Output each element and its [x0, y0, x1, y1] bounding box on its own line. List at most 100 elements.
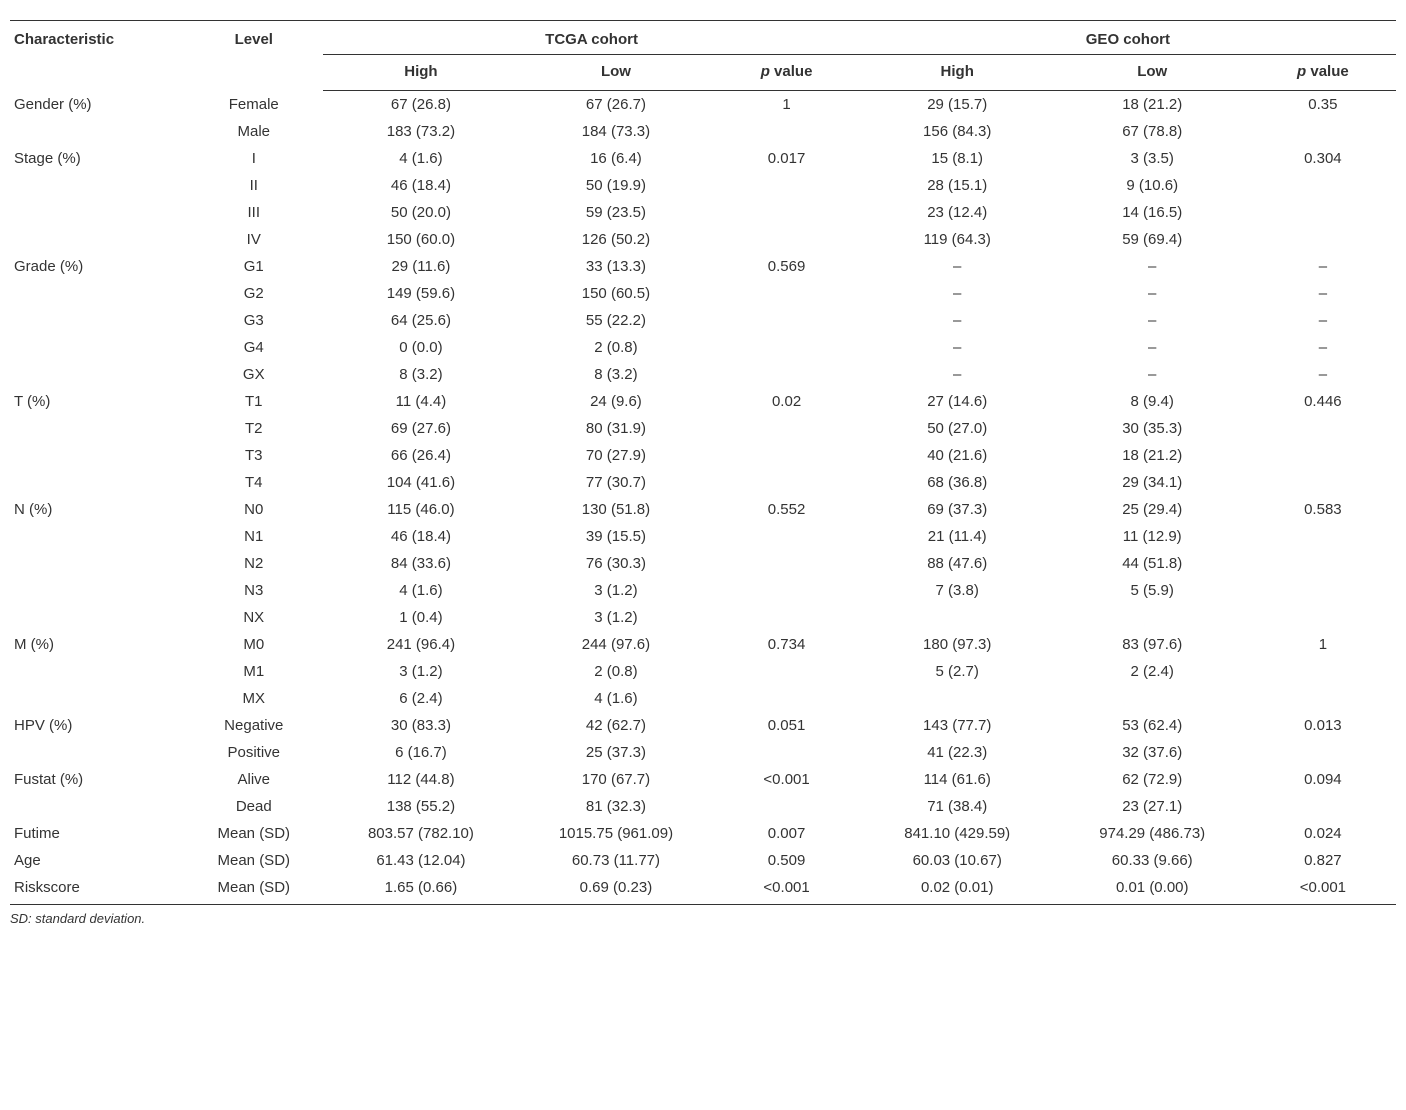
cell-c1l: 244 (97.6) — [518, 631, 713, 658]
cell-c1h: 69 (27.6) — [323, 415, 518, 442]
header-level: Level — [184, 21, 323, 91]
cell-c1l: 2 (0.8) — [518, 334, 713, 361]
header-c1-high: High — [323, 55, 518, 91]
cell-char — [10, 226, 184, 253]
cell-c2l: – — [1055, 307, 1250, 334]
cell-c2p: <0.001 — [1250, 874, 1396, 905]
cell-c1h: 50 (20.0) — [323, 199, 518, 226]
cell-char — [10, 550, 184, 577]
cell-c2h: 119 (64.3) — [860, 226, 1055, 253]
cell-c1h: 1.65 (0.66) — [323, 874, 518, 905]
cell-c1l: 24 (9.6) — [518, 388, 713, 415]
cell-c2p — [1250, 658, 1396, 685]
cell-level: Mean (SD) — [184, 847, 323, 874]
cell-c1l: 25 (37.3) — [518, 739, 713, 766]
table-row: III50 (20.0)59 (23.5)23 (12.4)14 (16.5) — [10, 199, 1396, 226]
cell-c1l: 39 (15.5) — [518, 523, 713, 550]
table-row: Grade (%)G129 (11.6)33 (13.3)0.569––– — [10, 253, 1396, 280]
cell-level: N1 — [184, 523, 323, 550]
cell-char — [10, 334, 184, 361]
cell-c2p: – — [1250, 307, 1396, 334]
cell-c1h: 4 (1.6) — [323, 577, 518, 604]
header-row-1: Characteristic Level TCGA cohort GEO coh… — [10, 21, 1396, 55]
cell-c2p: 0.304 — [1250, 145, 1396, 172]
cell-c1l: 130 (51.8) — [518, 496, 713, 523]
cell-c2p — [1250, 199, 1396, 226]
cell-char: HPV (%) — [10, 712, 184, 739]
cell-c1p — [713, 199, 859, 226]
cell-c1p: 0.017 — [713, 145, 859, 172]
cell-c1p: 1 — [713, 91, 859, 119]
table-row: M (%)M0241 (96.4)244 (97.6)0.734180 (97.… — [10, 631, 1396, 658]
cell-c2l: 62 (72.9) — [1055, 766, 1250, 793]
header-c2-low: Low — [1055, 55, 1250, 91]
cell-c2h: 7 (3.8) — [860, 577, 1055, 604]
cell-level: G2 — [184, 280, 323, 307]
cell-c2p: 0.094 — [1250, 766, 1396, 793]
cell-c1h: 0 (0.0) — [323, 334, 518, 361]
cell-c1h: 1 (0.4) — [323, 604, 518, 631]
cell-char — [10, 739, 184, 766]
cell-char: Fustat (%) — [10, 766, 184, 793]
cell-c2p: 0.446 — [1250, 388, 1396, 415]
table-row: G2149 (59.6)150 (60.5)––– — [10, 280, 1396, 307]
cell-c2h: 114 (61.6) — [860, 766, 1055, 793]
cell-c1h: 803.57 (782.10) — [323, 820, 518, 847]
cell-c2h: 180 (97.3) — [860, 631, 1055, 658]
cell-c2p: 0.583 — [1250, 496, 1396, 523]
cell-c2h: 23 (12.4) — [860, 199, 1055, 226]
cell-c1p — [713, 604, 859, 631]
cell-c2h: 41 (22.3) — [860, 739, 1055, 766]
cell-level: Male — [184, 118, 323, 145]
cell-level: II — [184, 172, 323, 199]
cell-c2p: 0.827 — [1250, 847, 1396, 874]
cell-c1p: <0.001 — [713, 766, 859, 793]
cell-c1l: 170 (67.7) — [518, 766, 713, 793]
cell-level: T1 — [184, 388, 323, 415]
cell-c1p: 0.569 — [713, 253, 859, 280]
cell-c1h: 115 (46.0) — [323, 496, 518, 523]
cell-c1p: 0.734 — [713, 631, 859, 658]
cell-c1l: 126 (50.2) — [518, 226, 713, 253]
cell-c1p: 0.051 — [713, 712, 859, 739]
cell-c2h: – — [860, 280, 1055, 307]
cell-c2p — [1250, 685, 1396, 712]
table-row: Male183 (73.2)184 (73.3)156 (84.3)67 (78… — [10, 118, 1396, 145]
table-row: G364 (25.6)55 (22.2)––– — [10, 307, 1396, 334]
cell-c1p — [713, 226, 859, 253]
cell-c1p — [713, 361, 859, 388]
cell-c2l: 8 (9.4) — [1055, 388, 1250, 415]
cell-c2h: 88 (47.6) — [860, 550, 1055, 577]
cell-c2l: 83 (97.6) — [1055, 631, 1250, 658]
table-row: N284 (33.6)76 (30.3)88 (47.6)44 (51.8) — [10, 550, 1396, 577]
cell-level: M0 — [184, 631, 323, 658]
cell-c1h: 104 (41.6) — [323, 469, 518, 496]
cell-c1p — [713, 577, 859, 604]
cell-c1p — [713, 334, 859, 361]
table-row: T366 (26.4)70 (27.9)40 (21.6)18 (21.2) — [10, 442, 1396, 469]
cell-c1p — [713, 793, 859, 820]
cell-c1h: 11 (4.4) — [323, 388, 518, 415]
cell-c1p: <0.001 — [713, 874, 859, 905]
table-row: GX8 (3.2)8 (3.2)––– — [10, 361, 1396, 388]
cell-c2p — [1250, 415, 1396, 442]
cell-c2l: 3 (3.5) — [1055, 145, 1250, 172]
cell-c2h — [860, 604, 1055, 631]
cell-c2h: – — [860, 253, 1055, 280]
cell-c2p — [1250, 577, 1396, 604]
cell-c1p — [713, 307, 859, 334]
cell-c2l: 53 (62.4) — [1055, 712, 1250, 739]
cell-char: N (%) — [10, 496, 184, 523]
cell-c2p: – — [1250, 361, 1396, 388]
cell-char: Riskscore — [10, 874, 184, 905]
header-cohort1: TCGA cohort — [323, 21, 859, 55]
cell-char — [10, 469, 184, 496]
cell-c2p — [1250, 523, 1396, 550]
cell-c2p: – — [1250, 334, 1396, 361]
cell-c1h: 183 (73.2) — [323, 118, 518, 145]
cell-level: Mean (SD) — [184, 874, 323, 905]
table-row: IV150 (60.0)126 (50.2)119 (64.3)59 (69.4… — [10, 226, 1396, 253]
cell-char — [10, 577, 184, 604]
cell-c2l: 29 (34.1) — [1055, 469, 1250, 496]
cell-level: N0 — [184, 496, 323, 523]
